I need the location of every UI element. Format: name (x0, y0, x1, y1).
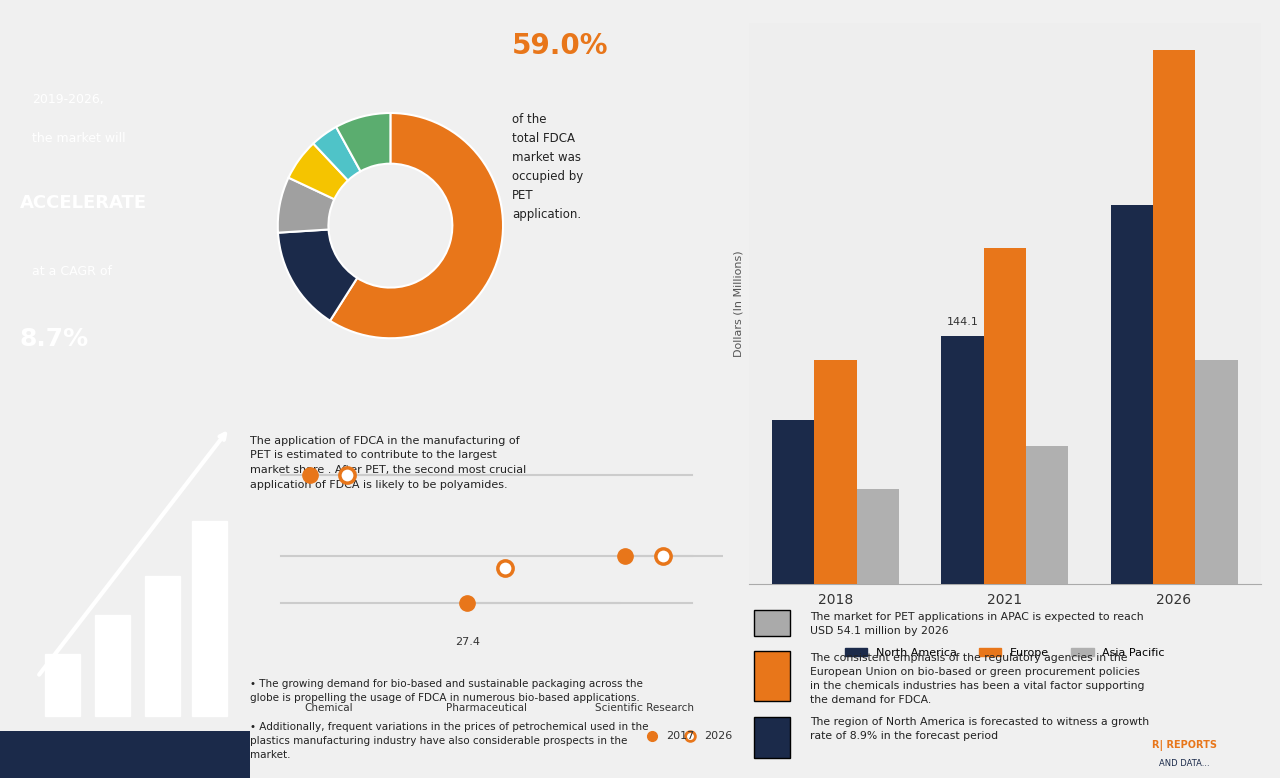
Text: The application of FDCA in the manufacturing of
PET is estimated to contribute t: The application of FDCA in the manufactu… (250, 436, 526, 490)
Text: 144.1: 144.1 (946, 317, 978, 327)
Legend: North America, Europe, Asia Pacific: North America, Europe, Asia Pacific (840, 643, 1170, 662)
FancyBboxPatch shape (754, 717, 790, 758)
Bar (1196, 359, 1238, 584)
Text: ACCELERATE: ACCELERATE (20, 194, 147, 212)
FancyBboxPatch shape (754, 610, 790, 636)
Y-axis label: Dollars (In Millions): Dollars (In Millions) (733, 250, 744, 357)
Text: 27.4: 27.4 (454, 637, 480, 647)
Text: The consistent emphasis of the regulatory agencies in the
European Union on bio-: The consistent emphasis of the regulator… (810, 653, 1144, 705)
Bar (1111, 205, 1153, 584)
Text: 2019-2026,: 2019-2026, (32, 93, 104, 107)
Bar (95, 615, 129, 716)
Text: The market for PET applications in APAC is expected to reach
USD 54.1 million by: The market for PET applications in APAC … (810, 612, 1144, 636)
Text: at a CAGR of: at a CAGR of (32, 265, 113, 278)
Bar (1153, 50, 1196, 584)
Text: the market will: the market will (32, 132, 125, 145)
Wedge shape (278, 177, 334, 233)
Bar (145, 576, 179, 716)
Text: Scientific Research: Scientific Research (595, 703, 694, 713)
Bar (941, 335, 983, 584)
Text: of the
total FDCA
market was
occupied by
PET
application.: of the total FDCA market was occupied by… (512, 114, 584, 221)
Bar (772, 420, 814, 584)
Text: Chemical: Chemical (305, 703, 353, 713)
Bar (856, 489, 899, 584)
Text: The region of North America is forecasted to witness a growth
rate of 8.9% in th: The region of North America is forecaste… (810, 717, 1149, 741)
Wedge shape (314, 127, 361, 180)
Text: 2017: 2017 (667, 731, 695, 741)
Wedge shape (278, 230, 357, 321)
Wedge shape (337, 113, 390, 171)
Text: • Additionally, frequent variations in the prices of petrochemical used in the
p: • Additionally, frequent variations in t… (250, 722, 648, 760)
Bar (814, 359, 856, 584)
Bar (1027, 446, 1069, 584)
Text: • The growing demand for bio-based and sustainable packaging across the
globe is: • The growing demand for bio-based and s… (250, 679, 643, 703)
Wedge shape (288, 143, 348, 199)
Wedge shape (330, 113, 503, 338)
Bar (983, 248, 1027, 584)
Text: Pharmaceutical: Pharmaceutical (445, 703, 527, 713)
FancyBboxPatch shape (754, 650, 790, 701)
Text: 8.7%: 8.7% (20, 327, 90, 351)
Bar (192, 521, 227, 716)
Text: 59.0%: 59.0% (512, 33, 608, 61)
Text: 2026: 2026 (704, 731, 732, 741)
Text: R| REPORTS: R| REPORTS (1152, 740, 1216, 751)
Bar (45, 654, 79, 716)
Text: AND DATA...: AND DATA... (1158, 759, 1210, 769)
